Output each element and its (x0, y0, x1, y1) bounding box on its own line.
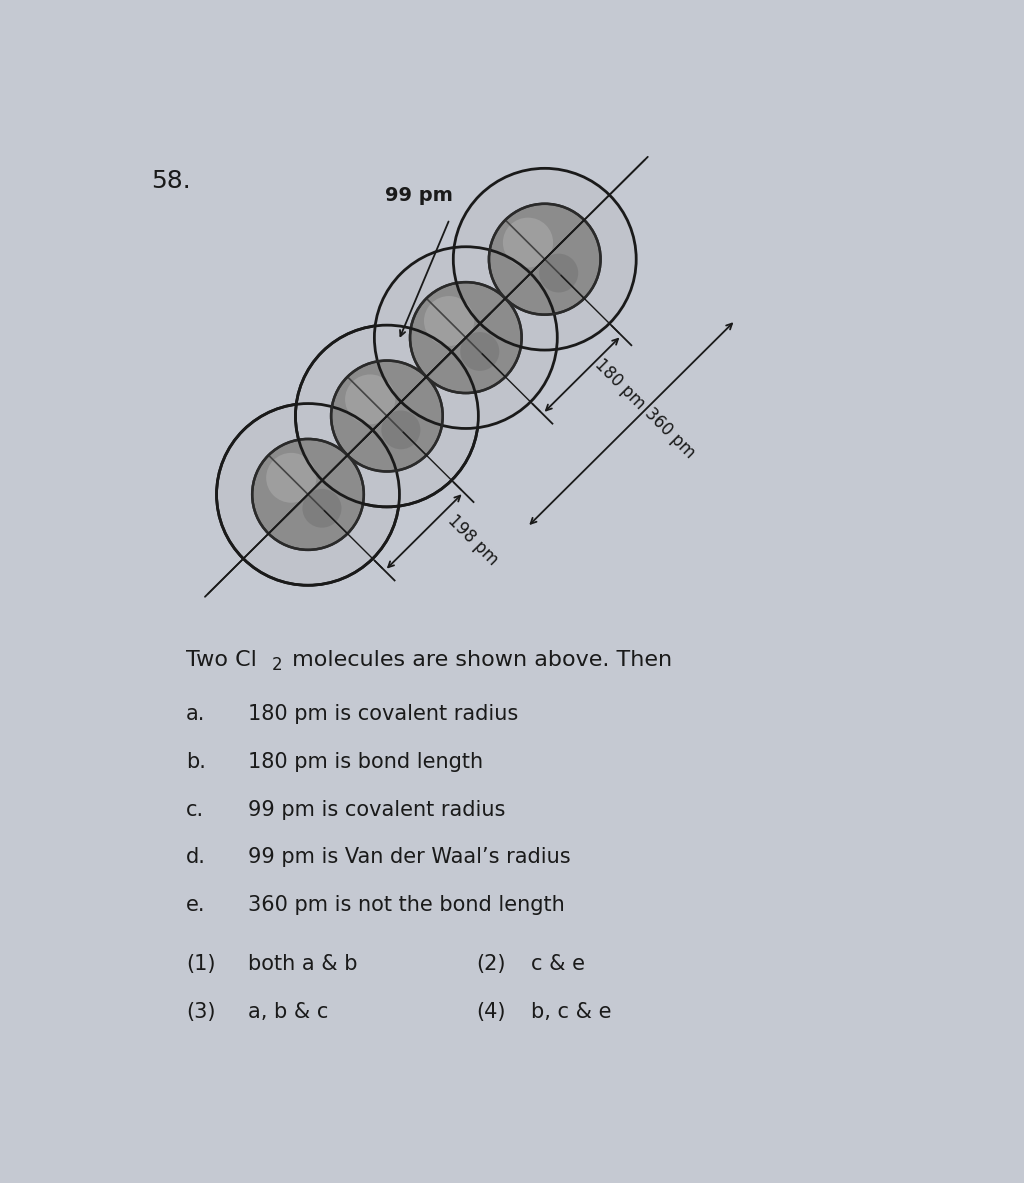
Text: (2): (2) (477, 955, 506, 975)
Circle shape (345, 375, 395, 425)
Circle shape (266, 453, 316, 503)
Text: b, c & e: b, c & e (531, 1002, 611, 1022)
Text: both a & b: both a & b (248, 955, 357, 975)
Text: e.: e. (186, 896, 206, 914)
Circle shape (252, 439, 364, 550)
Circle shape (488, 203, 600, 315)
Text: 180 pm: 180 pm (591, 356, 649, 414)
Text: c & e: c & e (531, 955, 585, 975)
Circle shape (540, 253, 579, 292)
Text: c.: c. (186, 800, 204, 820)
Text: 99 pm is covalent radius: 99 pm is covalent radius (248, 800, 506, 820)
Text: 198 pm: 198 pm (443, 511, 502, 569)
Circle shape (302, 489, 341, 528)
Text: 180 pm is covalent radius: 180 pm is covalent radius (248, 704, 518, 724)
Circle shape (410, 283, 521, 393)
Text: molecules are shown above. Then: molecules are shown above. Then (285, 651, 672, 670)
Text: 99 pm is Van der Waal’s radius: 99 pm is Van der Waal’s radius (248, 847, 570, 867)
Text: 180 pm is bond length: 180 pm is bond length (248, 752, 483, 771)
Text: a, b & c: a, b & c (248, 1002, 329, 1022)
Circle shape (296, 325, 478, 506)
Text: (1): (1) (186, 955, 216, 975)
Text: b.: b. (186, 752, 206, 771)
Text: Two Cl: Two Cl (186, 651, 257, 670)
Text: d.: d. (186, 847, 206, 867)
Text: 58.: 58. (152, 169, 191, 193)
Circle shape (503, 218, 553, 267)
Circle shape (454, 168, 636, 350)
Text: 99 pm: 99 pm (385, 187, 453, 206)
Text: (4): (4) (477, 1002, 506, 1022)
Circle shape (424, 296, 474, 345)
Text: a.: a. (186, 704, 206, 724)
Circle shape (460, 332, 500, 371)
Circle shape (216, 403, 399, 586)
Text: 360 pm is not the bond length: 360 pm is not the bond length (248, 896, 565, 914)
Text: 2: 2 (271, 655, 282, 673)
Text: (3): (3) (186, 1002, 216, 1022)
Text: 360 pm: 360 pm (641, 405, 698, 463)
Circle shape (331, 361, 442, 472)
Circle shape (375, 247, 557, 428)
Circle shape (381, 411, 421, 450)
